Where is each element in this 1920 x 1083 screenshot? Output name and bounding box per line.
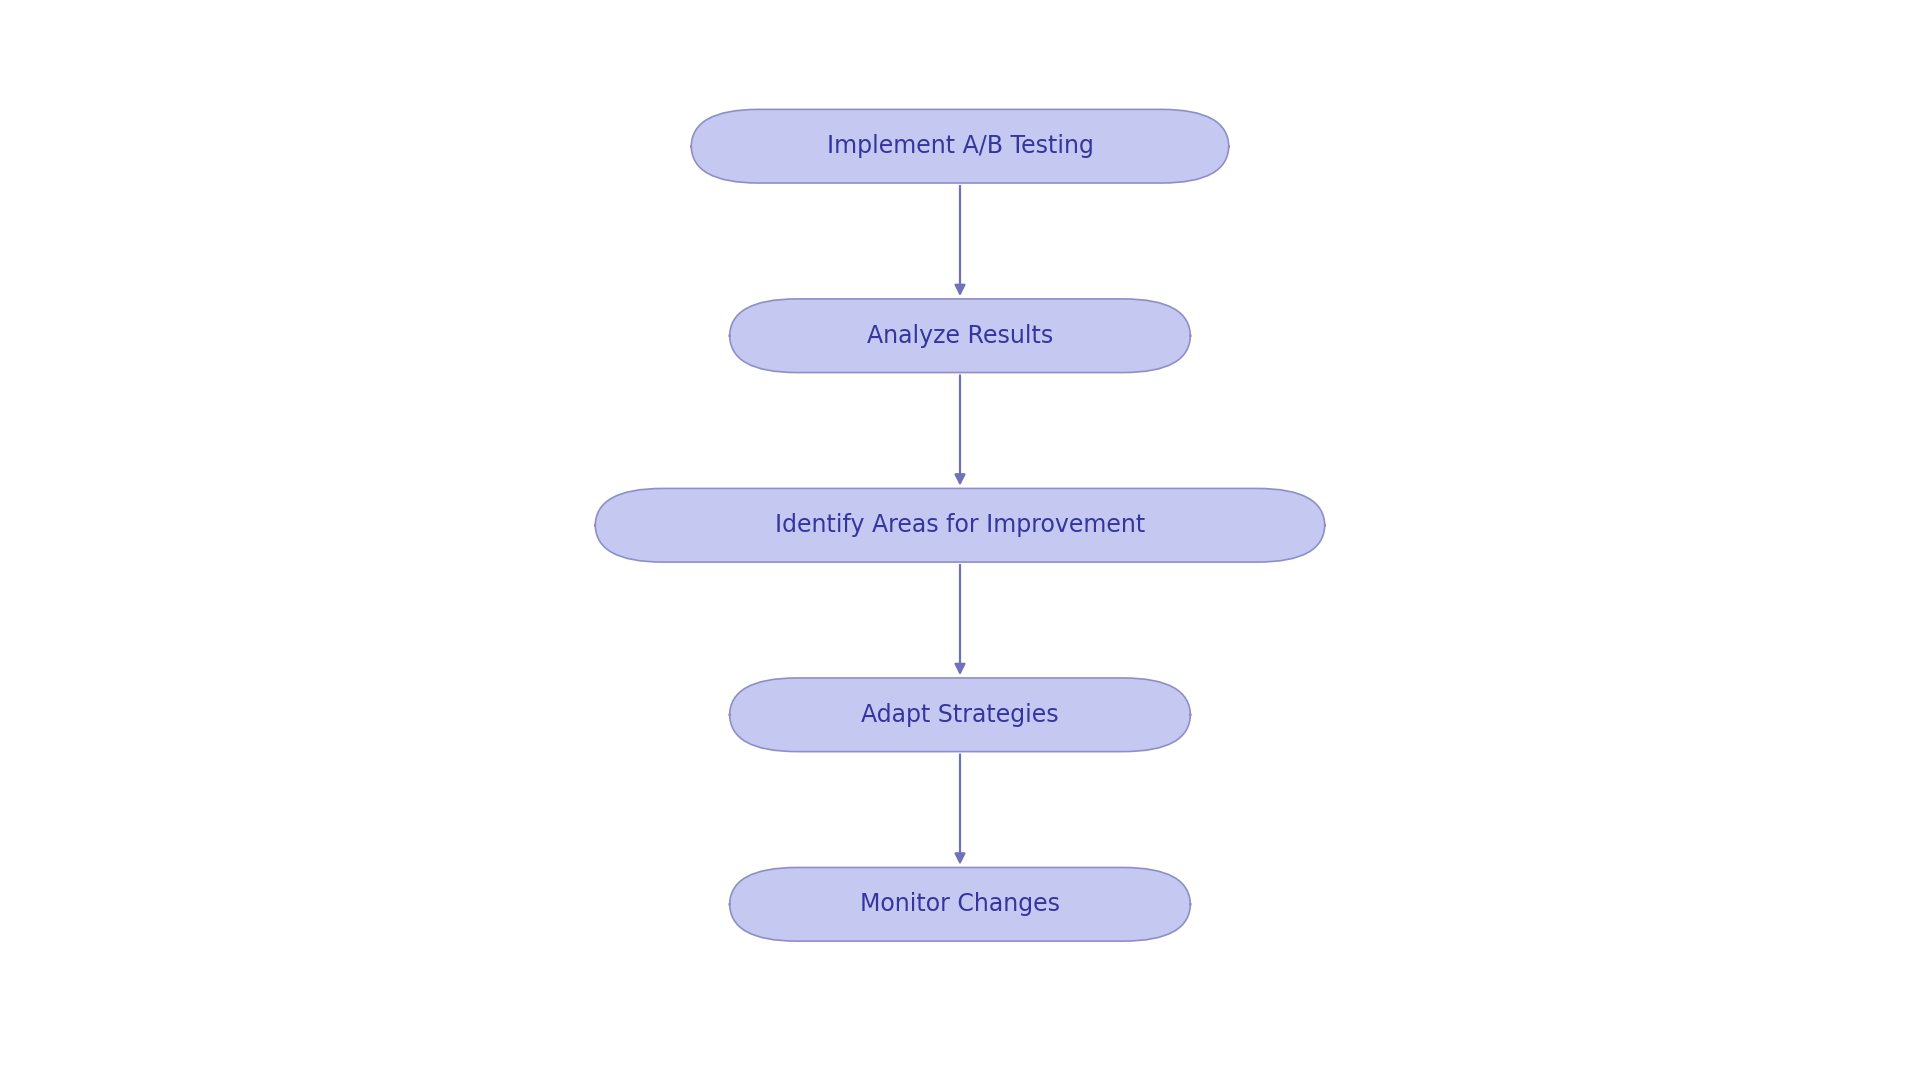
FancyBboxPatch shape <box>730 678 1190 752</box>
Text: Analyze Results: Analyze Results <box>866 324 1054 348</box>
Text: Monitor Changes: Monitor Changes <box>860 892 1060 916</box>
FancyBboxPatch shape <box>730 867 1190 941</box>
Text: Implement A/B Testing: Implement A/B Testing <box>828 134 1092 158</box>
Text: Adapt Strategies: Adapt Strategies <box>862 703 1058 727</box>
FancyBboxPatch shape <box>691 109 1229 183</box>
FancyBboxPatch shape <box>595 488 1325 562</box>
Text: Identify Areas for Improvement: Identify Areas for Improvement <box>776 513 1144 537</box>
FancyBboxPatch shape <box>730 299 1190 373</box>
